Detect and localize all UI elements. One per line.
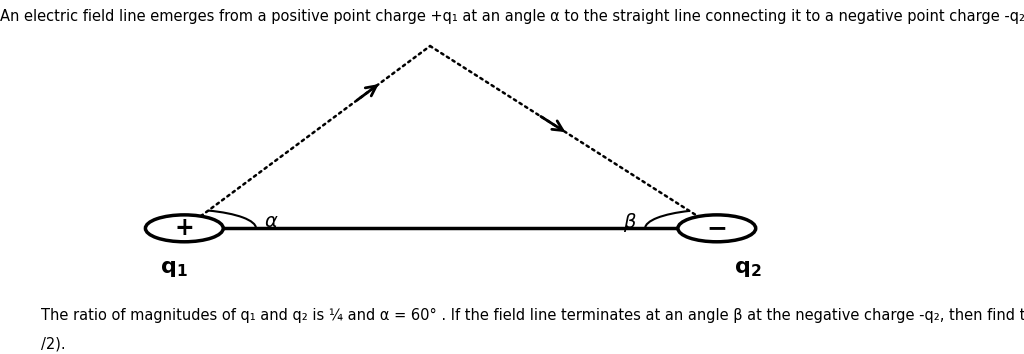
- Text: +: +: [174, 216, 195, 240]
- Text: $\mathbf{q_2}$: $\mathbf{q_2}$: [734, 259, 761, 279]
- Text: α: α: [264, 212, 278, 231]
- Text: β: β: [623, 212, 635, 232]
- Text: $\mathbf{q_1}$: $\mathbf{q_1}$: [160, 259, 188, 279]
- Text: The ratio of magnitudes of q₁ and q₂ is ¼ and α = 60° . If the field line termin: The ratio of magnitudes of q₁ and q₂ is …: [41, 308, 1024, 323]
- Text: An electric field line emerges from a positive point charge +q₁ at an angle α to: An electric field line emerges from a po…: [0, 9, 1024, 24]
- Text: /2).: /2).: [41, 336, 66, 351]
- Circle shape: [145, 215, 223, 242]
- Circle shape: [678, 215, 756, 242]
- Text: −: −: [707, 216, 727, 240]
